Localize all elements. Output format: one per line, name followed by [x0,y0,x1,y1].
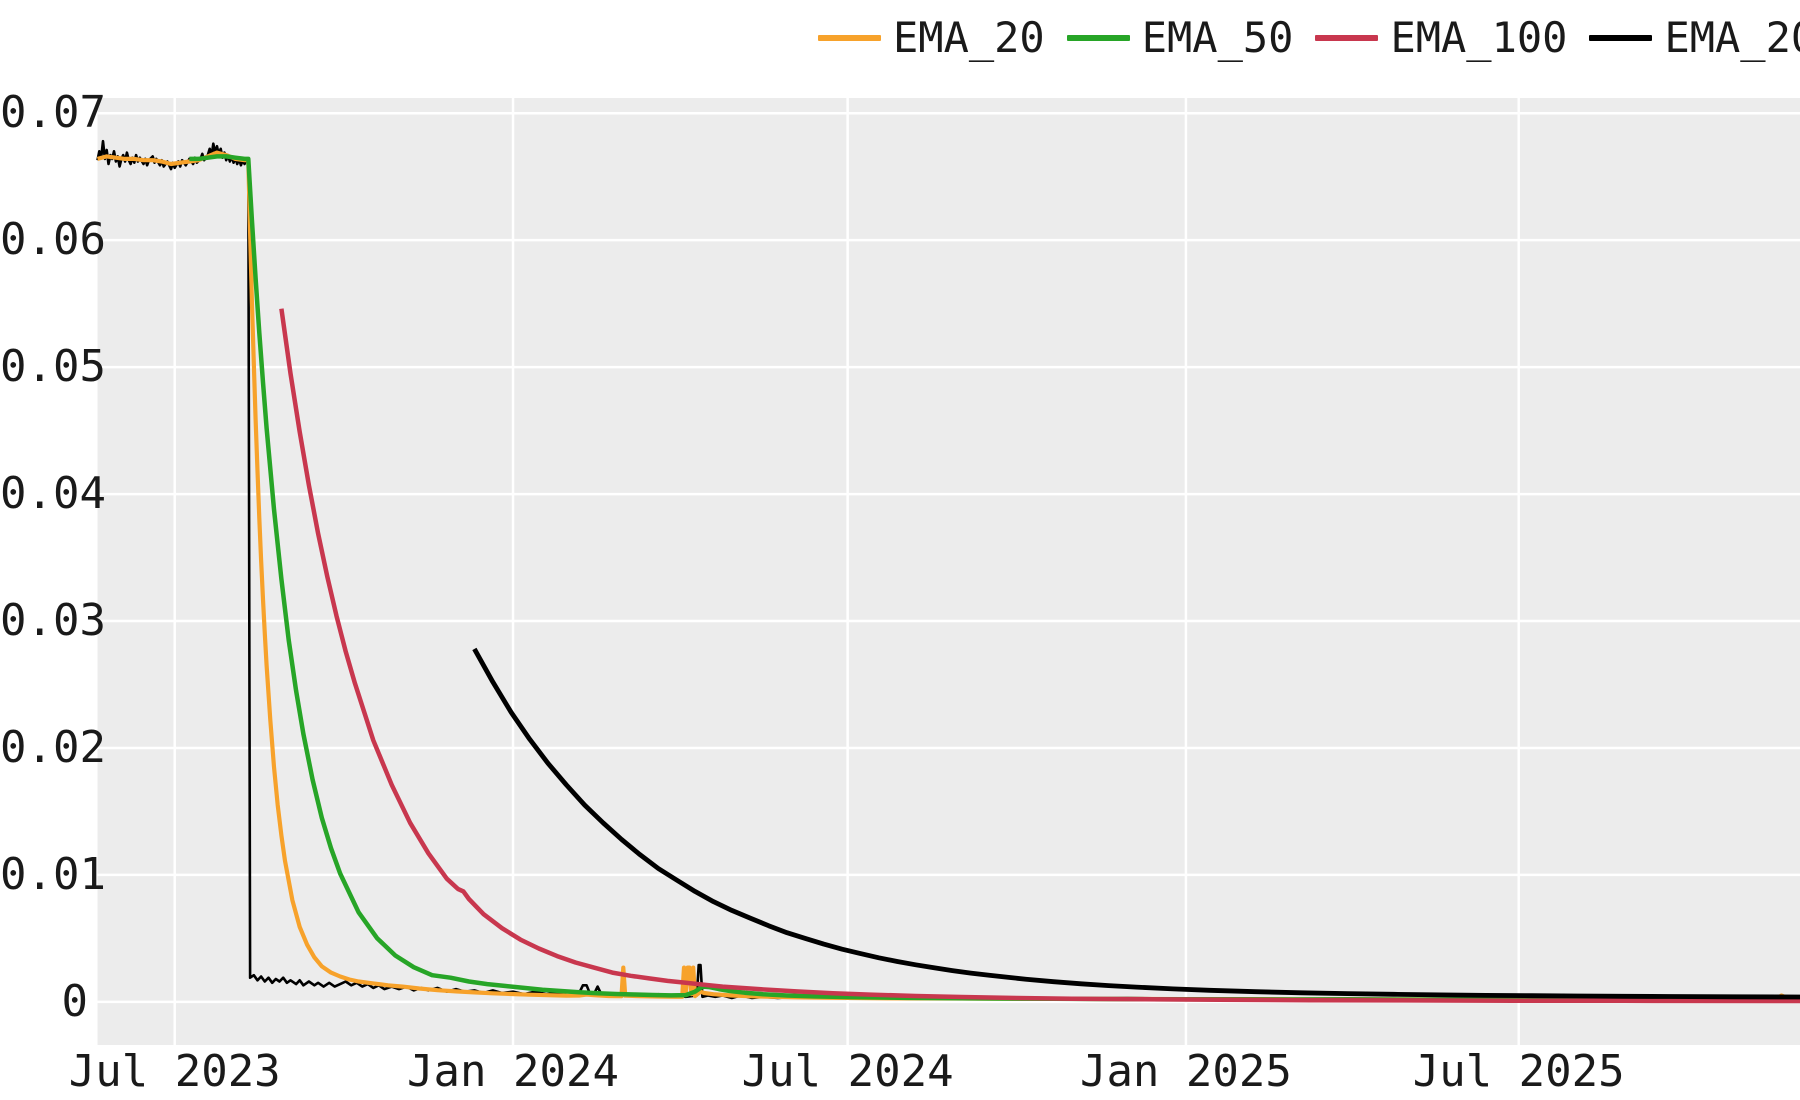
legend-item-ema100: EMA_100 [1315,14,1567,62]
y-tick-label-0.04: 0.04 [0,468,106,520]
legend-swatch-ema200-icon [1589,35,1653,41]
y-tick-label-0.03: 0.03 [0,595,106,646]
series-line-ema_100 [279,308,1800,1004]
legend-swatch-ema50-icon [1066,35,1130,41]
series-line-ema_200 [472,647,1800,1000]
legend-swatch-ema20-icon [818,35,881,41]
x-tick-label-jul-2025: Jul 2025 [1412,1046,1625,1097]
legend-item-ema20: EMA_20 [818,14,1045,62]
legend-label-ema20: EMA_20 [893,13,1045,62]
legend-label-ema50: EMA_50 [1141,13,1294,62]
y-tick-label-0.06: 0.06 [0,214,106,266]
x-tick-label-jan-2025: Jan 2025 [1079,1046,1292,1097]
plot-area [97,98,1800,1045]
x-tick-label-jan-2024: Jan 2024 [407,1046,619,1097]
x-tick-label-jul-2023: Jul 2023 [68,1046,281,1097]
series-line-ema_50 [189,154,1800,1003]
legend-item-ema200: EMA_200 [1589,14,1800,62]
y-tick-label-0: 0 [61,975,89,1027]
y-tick-label-0.02: 0.02 [0,721,106,773]
y-tick-label-0.05: 0.05 [0,341,106,393]
legend-label-ema200: EMA_200 [1664,13,1800,62]
x-tick-label-jul-2024: Jul 2024 [741,1046,954,1097]
legend-label-ema100: EMA_100 [1390,13,1568,62]
y-tick-label-0.01: 0.01 [0,848,106,900]
legend-swatch-ema100-icon [1315,35,1379,41]
legend: EMA_20 EMA_50 EMA_100 EMA_200 [818,14,1800,62]
y-tick-label-0.07: 0.07 [0,87,106,139]
legend-item-ema50: EMA_50 [1066,13,1294,62]
